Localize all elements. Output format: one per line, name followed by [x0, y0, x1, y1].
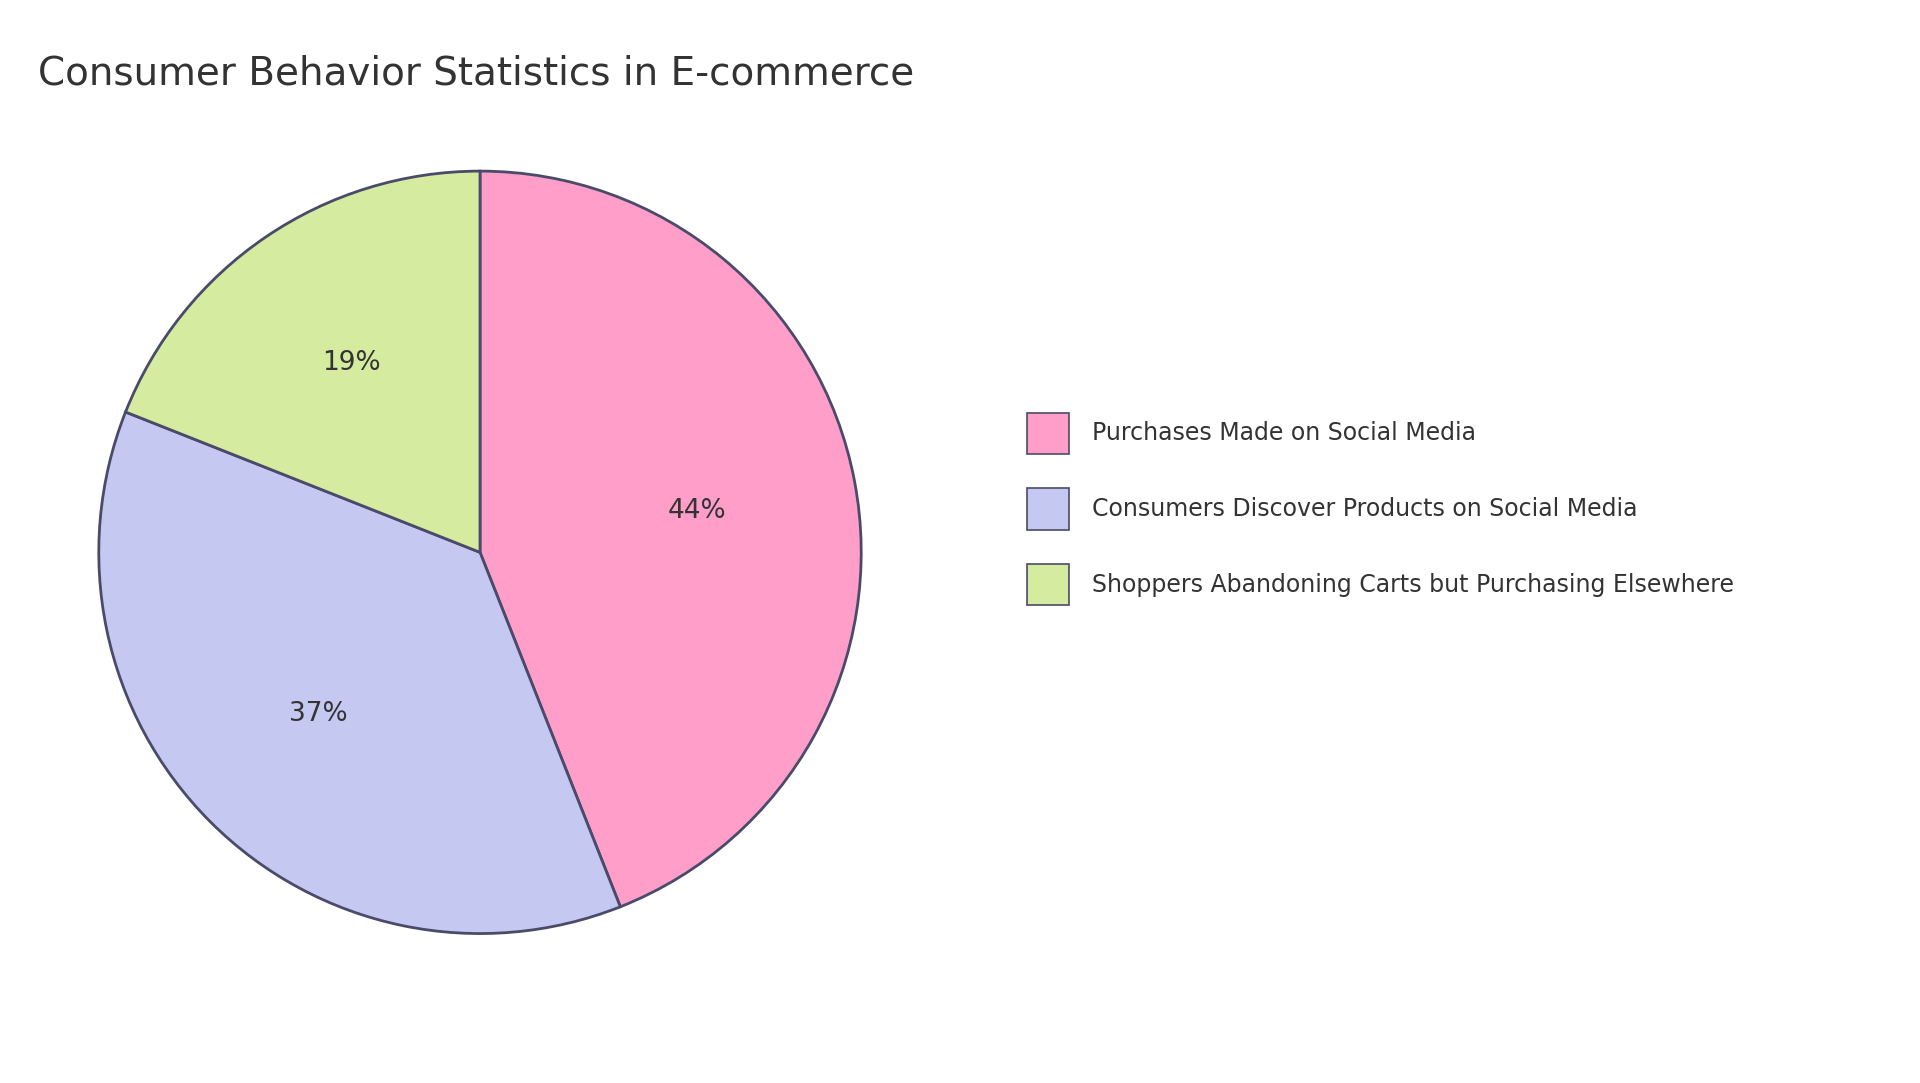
Text: Consumer Behavior Statistics in E-commerce: Consumer Behavior Statistics in E-commer…: [38, 54, 914, 92]
Text: 37%: 37%: [288, 701, 348, 727]
Wedge shape: [98, 412, 620, 934]
Text: Purchases Made on Social Media: Purchases Made on Social Media: [1092, 421, 1476, 445]
Text: Consumers Discover Products on Social Media: Consumers Discover Products on Social Me…: [1092, 497, 1638, 521]
Wedge shape: [125, 171, 480, 552]
Text: Shoppers Abandoning Carts but Purchasing Elsewhere: Shoppers Abandoning Carts but Purchasing…: [1092, 573, 1734, 597]
Wedge shape: [480, 171, 862, 906]
Text: 19%: 19%: [323, 350, 380, 376]
Text: 44%: 44%: [668, 498, 726, 524]
